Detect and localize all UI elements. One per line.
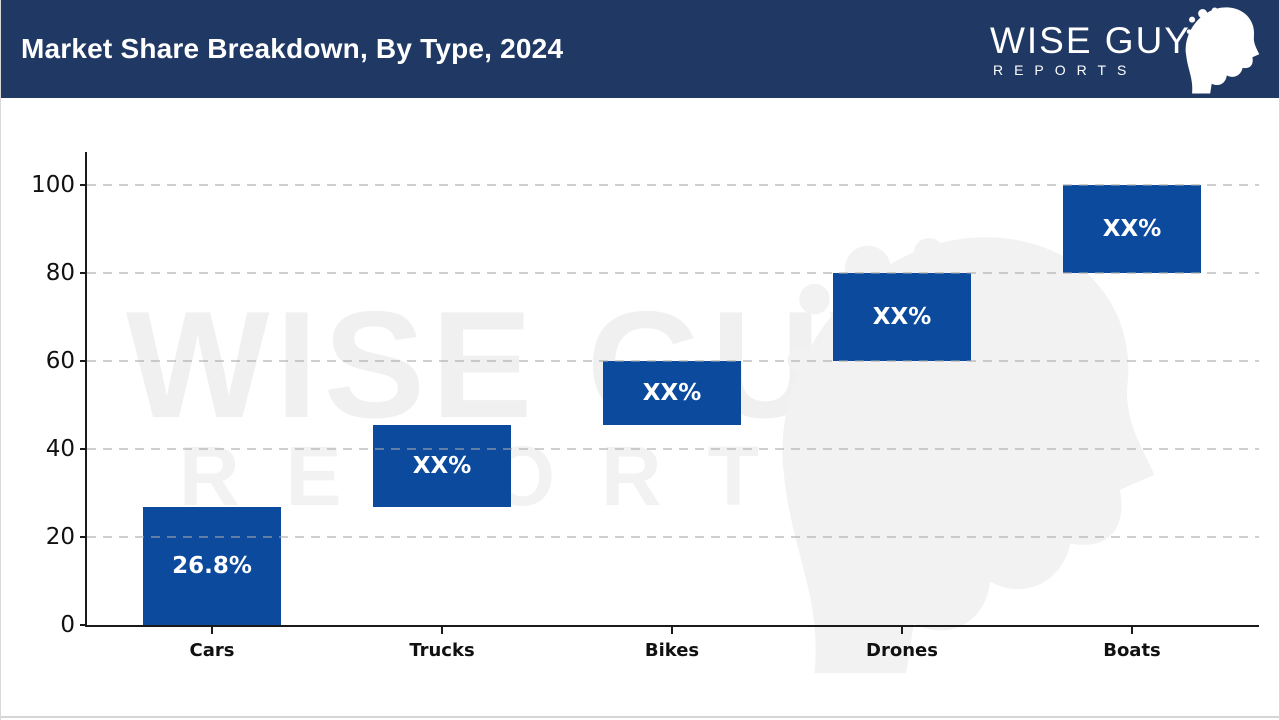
x-label-bikes: Bikes	[644, 640, 700, 661]
x-tick-trucks	[441, 627, 443, 634]
y-tick-label: 0	[60, 612, 75, 638]
x-tick-drones	[901, 627, 903, 634]
x-label-trucks: Trucks	[409, 640, 475, 661]
y-tick-80	[80, 272, 87, 274]
gridline-20	[87, 536, 1259, 538]
x-label-cars: Cars	[189, 640, 235, 661]
wise-guy-logo: WISE GUY REPORTS	[990, 3, 1267, 95]
gridline-60	[87, 360, 1259, 362]
bar-bikes: XX%	[603, 361, 741, 426]
x-label-boats: Boats	[1103, 640, 1161, 661]
y-tick-label: 100	[31, 172, 75, 198]
page-title: Market Share Breakdown, By Type, 2024	[21, 33, 564, 64]
x-axis	[85, 625, 1259, 627]
logo-face-icon	[1185, 7, 1260, 94]
bar-label-boats: XX%	[1102, 216, 1162, 242]
y-axis	[85, 152, 87, 627]
y-tick-label: 80	[45, 260, 75, 286]
y-tick-20	[80, 536, 87, 538]
gridline-40	[87, 448, 1259, 450]
y-tick-label: 20	[45, 524, 75, 550]
gridline-80	[87, 272, 1259, 274]
bar-boats: XX%	[1063, 185, 1201, 273]
logo-text: WISE GUY REPORTS	[990, 22, 1191, 77]
y-tick-40	[80, 448, 87, 450]
x-tick-cars	[211, 627, 213, 634]
x-tick-bikes	[671, 627, 673, 634]
bar-label-trucks: XX%	[412, 453, 472, 480]
bar-drones: XX%	[833, 273, 971, 361]
watermark-text-2: REPORTS	[179, 429, 908, 523]
y-tick-label: 40	[45, 436, 75, 462]
bar-label-drones: XX%	[872, 304, 932, 330]
header-bar: Market Share Breakdown, By Type, 2024 WI…	[1, 0, 1279, 98]
y-tick-label: 60	[45, 348, 75, 374]
x-tick-boats	[1131, 627, 1133, 634]
bar-label-bikes: XX%	[642, 380, 702, 407]
y-tick-0	[80, 624, 87, 626]
chart-area: WISE GUY REPORTS 0 20 40 60 80 100 26.8% Cars XX…	[1, 98, 1279, 712]
bar-cars: 26.8%	[143, 507, 281, 625]
y-tick-100	[80, 184, 87, 186]
bar-label-cars: 26.8%	[172, 553, 252, 580]
y-tick-60	[80, 360, 87, 362]
logo-line2: REPORTS	[992, 61, 1138, 78]
x-label-drones: Drones	[866, 640, 938, 661]
bottom-rule	[1, 716, 1279, 718]
gridline-100	[87, 184, 1259, 186]
logo-line1: WISE GUY	[989, 19, 1191, 61]
bar-trucks: XX%	[373, 425, 511, 508]
